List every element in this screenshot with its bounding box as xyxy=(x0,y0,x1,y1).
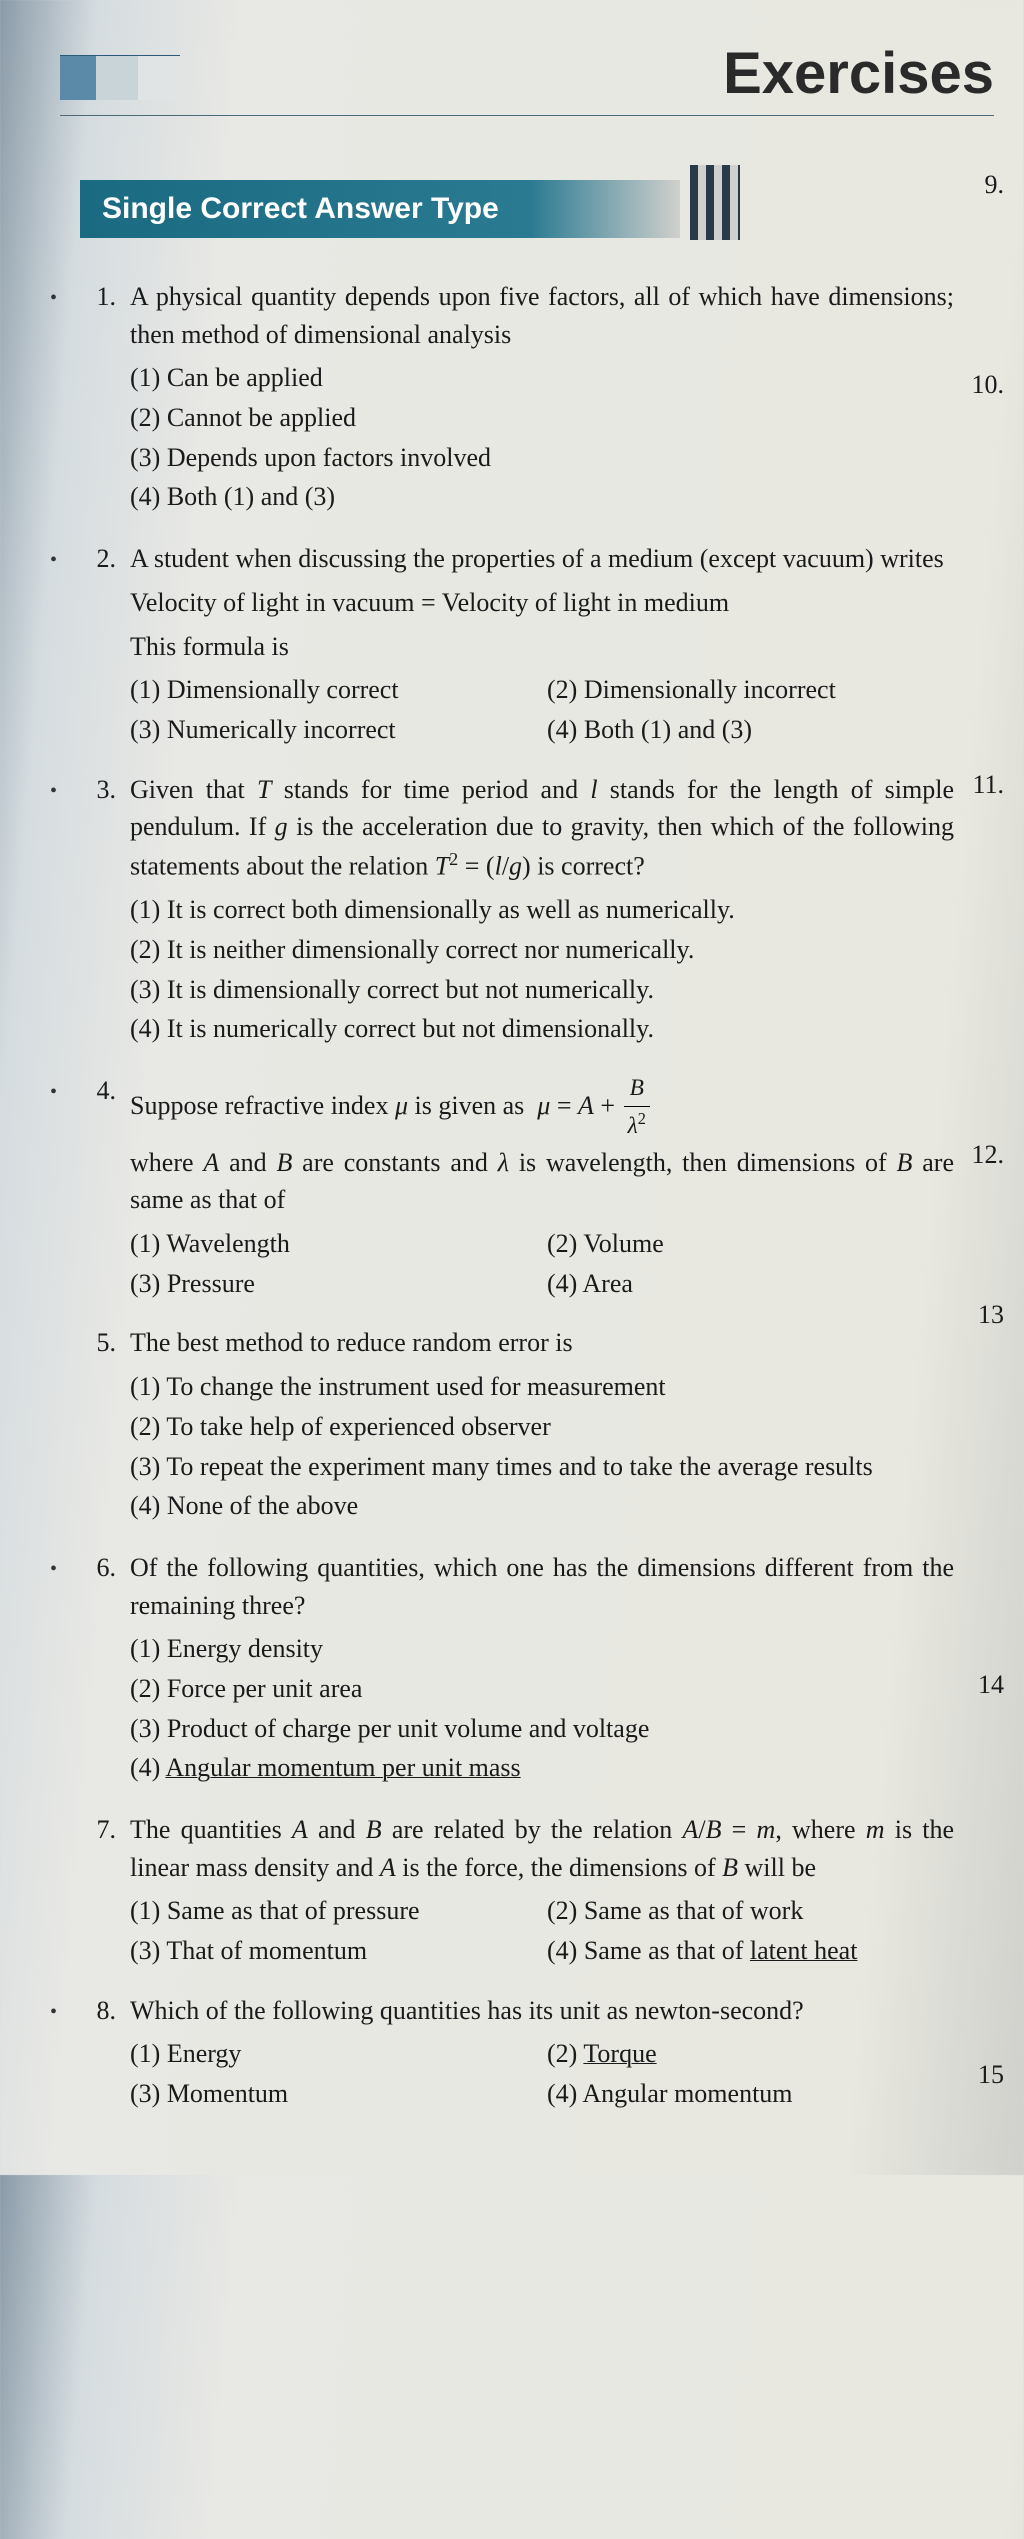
question-stem: The best method to reduce random error i… xyxy=(130,1324,954,1362)
option: (1) Dimensionally correct xyxy=(130,671,537,709)
side-number: 12. xyxy=(972,1140,1005,1170)
option: (2) To take help of experienced observer xyxy=(130,1408,954,1446)
question-body: A physical quantity depends upon five fa… xyxy=(130,278,954,518)
question-number: 3. xyxy=(80,771,130,1050)
option: (4) Angular momentum xyxy=(547,2075,954,2113)
mark-dot-icon: • xyxy=(50,1078,68,1107)
questions-container: •1.A physical quantity depends upon five… xyxy=(80,278,954,2113)
option: (3) That of momentum xyxy=(130,1932,537,1970)
option: (3) It is dimensionally correct but not … xyxy=(130,971,954,1009)
mark-dot-icon: • xyxy=(50,777,68,806)
option: (1) Can be applied xyxy=(130,359,954,397)
question: •1.A physical quantity depends upon five… xyxy=(80,278,954,518)
question: •2.A student when discussing the propert… xyxy=(80,540,954,748)
side-number: 11. xyxy=(972,770,1004,800)
option: (3) Depends upon factors involved xyxy=(130,439,954,477)
question-stem: A student when discussing the properties… xyxy=(130,540,954,578)
option: (4) It is numerically correct but not di… xyxy=(130,1010,954,1048)
options: (1) Wavelength (2) Volume (3) Pressure (4) … xyxy=(130,1225,954,1302)
exercises-title: Exercises xyxy=(723,40,994,107)
question-body: Of the following quantities, which one h… xyxy=(130,1549,954,1789)
banner-stripes-icon xyxy=(690,165,740,240)
question-stem: Given that T stands for time period and … xyxy=(130,771,954,886)
options: (1) Energy density(2) Force per unit are… xyxy=(130,1630,954,1787)
question-number: 6. xyxy=(80,1549,130,1789)
option: (1) Same as that of pressure xyxy=(130,1892,537,1930)
options: (1) Energy (2) Torque (3) Momentum (4) Angu… xyxy=(130,2035,954,2112)
question: 5.The best method to reduce random error… xyxy=(80,1324,954,1526)
option: (2) It is neither dimensionally correct … xyxy=(130,931,954,969)
option: (1) It is correct both dimensionally as … xyxy=(130,891,954,929)
option: (3) Pressure xyxy=(130,1265,537,1303)
option: (3) To repeat the experiment many times … xyxy=(130,1448,954,1486)
option: (2) Same as that of work xyxy=(547,1892,954,1930)
question-number: 8. xyxy=(80,1992,130,2113)
question-number: 5. xyxy=(80,1324,130,1526)
question-stem: Of the following quantities, which one h… xyxy=(130,1549,954,1624)
side-number: 10. xyxy=(972,370,1005,400)
options: (1) Can be applied(2) Cannot be applied(… xyxy=(130,359,954,516)
question-body: The best method to reduce random error i… xyxy=(130,1324,954,1526)
question: •3.Given that T stands for time period a… xyxy=(80,771,954,1050)
option: (1) To change the instrument used for me… xyxy=(130,1368,954,1406)
option: (4) Angular momentum per unit mass xyxy=(130,1749,954,1787)
question-stem: This formula is xyxy=(130,628,954,666)
question-body: Suppose refractive index μ is given as μ… xyxy=(130,1072,954,1302)
mark-dot-icon: • xyxy=(50,284,68,313)
question-body: Which of the following quantities has it… xyxy=(130,1992,954,2113)
options: (1) To change the instrument used for me… xyxy=(130,1368,954,1525)
mark-dot-icon: • xyxy=(50,1998,68,2027)
question-stem: Suppose refractive index μ is given as μ… xyxy=(130,1072,954,1219)
option: (2) Cannot be applied xyxy=(130,399,954,437)
question-stem: Velocity of light in vacuum = Velocity o… xyxy=(130,584,954,622)
option: (2) Force per unit area xyxy=(130,1670,954,1708)
option: (3) Numerically incorrect xyxy=(130,711,537,749)
section-label: Single Correct Answer Type xyxy=(102,192,499,225)
question: •6.Of the following quantities, which on… xyxy=(80,1549,954,1789)
question-number: 4. xyxy=(80,1072,130,1302)
logo-blocks xyxy=(60,55,180,100)
section-banner: Single Correct Answer Type xyxy=(80,180,680,238)
option: (4) Both (1) and (3) xyxy=(547,711,954,749)
option: (4) Area xyxy=(547,1265,954,1303)
option: (2) Torque xyxy=(547,2035,954,2073)
question-stem: The quantities A and B are related by th… xyxy=(130,1811,954,1886)
options: (1) Same as that of pressure (2) Same as … xyxy=(130,1892,954,1969)
options: (1) Dimensionally correct (2) Dimensional… xyxy=(130,671,954,748)
question-stem: A physical quantity depends upon five fa… xyxy=(130,278,954,353)
page: Exercises Single Correct Answer Type 9. 1… xyxy=(0,0,1024,2175)
option: (2) Dimensionally incorrect xyxy=(547,671,954,709)
option: (3) Product of charge per unit volume an… xyxy=(130,1710,954,1748)
option: (1) Energy density xyxy=(130,1630,954,1668)
option: (4) Same as that of latent heat xyxy=(547,1932,954,1970)
option: (1) Wavelength xyxy=(130,1225,537,1263)
question-body: The quantities A and B are related by th… xyxy=(130,1811,954,1970)
question: •8.Which of the following quantities has… xyxy=(80,1992,954,2113)
side-number: 15 xyxy=(978,2060,1004,2090)
question-stem: Which of the following quantities has it… xyxy=(130,1992,954,2030)
option: (4) Both (1) and (3) xyxy=(130,478,954,516)
question: •4.Suppose refractive index μ is given a… xyxy=(80,1072,954,1302)
question-body: A student when discussing the properties… xyxy=(130,540,954,748)
mark-dot-icon: • xyxy=(50,1555,68,1584)
mark-dot-icon: • xyxy=(50,546,68,575)
question-number: 1. xyxy=(80,278,130,518)
header: Exercises xyxy=(80,30,954,160)
header-rule xyxy=(60,115,994,116)
option: (2) Volume xyxy=(547,1225,954,1263)
question-number: 7. xyxy=(80,1811,130,1970)
option: (4) None of the above xyxy=(130,1487,954,1525)
side-number: 13 xyxy=(978,1300,1004,1330)
option: (1) Energy xyxy=(130,2035,537,2073)
question-body: Given that T stands for time period and … xyxy=(130,771,954,1050)
question: 7.The quantities A and B are related by … xyxy=(80,1811,954,1970)
options: (1) It is correct both dimensionally as … xyxy=(130,891,954,1048)
side-number: 14 xyxy=(978,1670,1004,1700)
question-number: 2. xyxy=(80,540,130,748)
option: (3) Momentum xyxy=(130,2075,537,2113)
side-number: 9. xyxy=(985,170,1005,200)
